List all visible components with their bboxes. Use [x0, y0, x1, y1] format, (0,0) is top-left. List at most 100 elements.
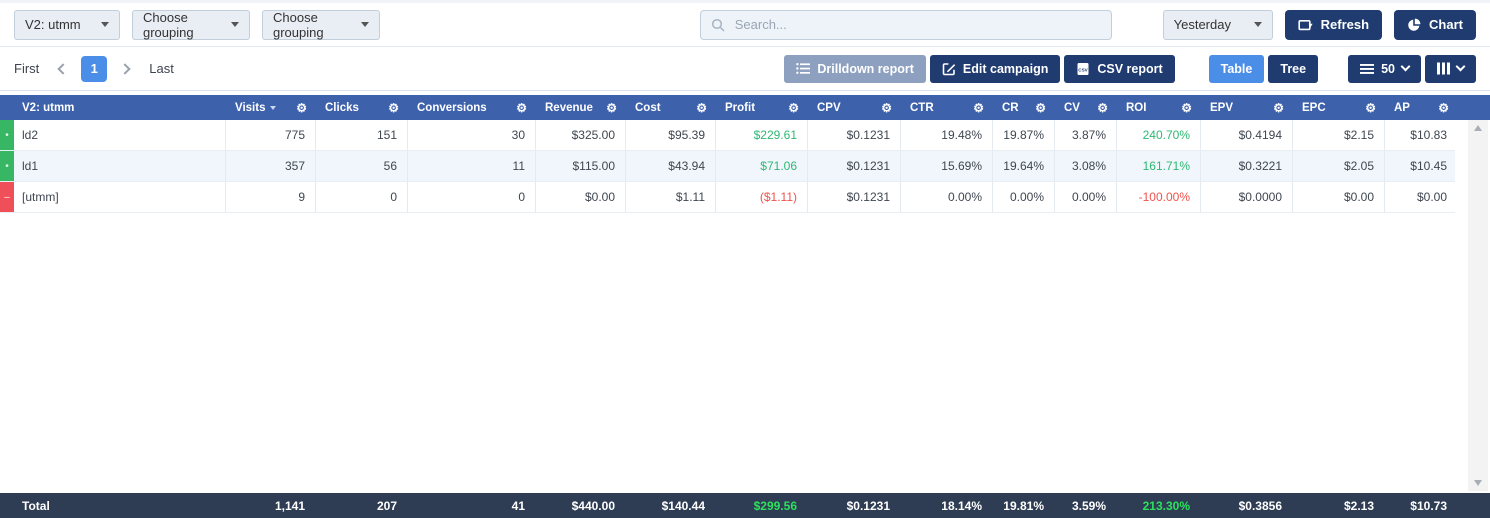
column-header-ctr[interactable]: CTR ⚙ [900, 95, 992, 120]
drilldown-report-button[interactable]: Drilldown report [784, 54, 926, 83]
tree-view-label: Tree [1280, 61, 1307, 76]
gear-icon[interactable]: ⚙ [606, 100, 617, 115]
table-row[interactable]: • ld1 357 56 11 $115.00 $43.94 $71.06 $0.1231 15.… [0, 151, 1455, 182]
gear-icon[interactable]: ⚙ [1097, 100, 1108, 115]
row-cell: $0.00 [535, 182, 625, 212]
table-row[interactable]: – [utmm] 9 0 0 $0.00 $1.11 ($1.11) $0.1231 0.00% 0… [0, 182, 1455, 213]
row-cell: 0.00% [992, 182, 1054, 212]
row-cell: 9 [225, 182, 315, 212]
grouping-select-2[interactable]: Choose grouping [132, 9, 250, 40]
row-cell: $95.39 [625, 120, 715, 150]
column-header-conversions[interactable]: Conversions ⚙ [407, 95, 535, 120]
column-header-ap[interactable]: AP ⚙ [1384, 95, 1457, 120]
drilldown-report-label: Drilldown report [817, 61, 914, 76]
column-header-label: EPV [1210, 101, 1234, 114]
row-cell: $43.94 [625, 151, 715, 181]
gear-icon[interactable]: ⚙ [1035, 100, 1046, 115]
scroll-down-arrow-icon[interactable] [1474, 480, 1482, 486]
chevron-right-icon[interactable] [119, 62, 131, 75]
gear-icon[interactable]: ⚙ [388, 100, 399, 115]
row-cell: 11 [407, 151, 535, 181]
refresh-button[interactable]: Refresh [1284, 9, 1383, 40]
gear-icon[interactable]: ⚙ [881, 100, 892, 115]
row-name: ld1 [22, 159, 39, 173]
report-actions: Drilldown report Edit campaign CSV CSV r… [784, 54, 1476, 83]
column-header-label: Conversions [417, 101, 487, 114]
scroll-up-arrow-icon[interactable] [1474, 125, 1482, 131]
gear-icon[interactable]: ⚙ [696, 100, 707, 115]
row-cell: 0.00% [900, 182, 992, 212]
columns-select[interactable] [1425, 54, 1476, 83]
row-name: ld2 [22, 128, 39, 142]
column-header-label: Clicks [325, 101, 359, 114]
gear-icon[interactable]: ⚙ [973, 100, 984, 115]
toolbar: V2: utmm Choose grouping Choose grouping… [0, 3, 1490, 47]
chart-button[interactable]: Chart [1394, 9, 1476, 40]
row-cell: $115.00 [535, 151, 625, 181]
row-cell: 151 [315, 120, 407, 150]
column-header-revenue[interactable]: Revenue ⚙ [535, 95, 625, 120]
csv-report-button[interactable]: CSV CSV report [1064, 54, 1175, 83]
row-name-cell: • ld1 [0, 151, 225, 181]
page-size-value: 50 [1381, 61, 1395, 76]
column-header-roi[interactable]: ROI ⚙ [1116, 95, 1200, 120]
chevron-left-icon[interactable] [57, 62, 69, 75]
row-cell: $325.00 [535, 120, 625, 150]
grouping-select-1[interactable]: V2: utmm [14, 9, 120, 40]
total-cell: 19.81% [1003, 498, 1044, 513]
column-header-cpv[interactable]: CPV ⚙ [807, 95, 900, 120]
column-header-epv[interactable]: EPV ⚙ [1200, 95, 1292, 120]
gear-icon[interactable]: ⚙ [296, 100, 307, 115]
column-header-label-group: CV [1064, 102, 1080, 114]
column-header-name[interactable]: V2: utmm [0, 95, 225, 120]
gear-icon[interactable]: ⚙ [1181, 100, 1192, 115]
column-header-label: EPC [1302, 101, 1326, 114]
row-cell: 161.71% [1116, 151, 1200, 181]
view-toggle-tree[interactable]: Tree [1268, 54, 1319, 83]
column-header-epc[interactable]: EPC ⚙ [1292, 95, 1384, 120]
column-header-label: CPV [817, 101, 841, 114]
caret-down-icon [1253, 22, 1262, 27]
total-cell: 41 [511, 498, 525, 513]
edit-campaign-button[interactable]: Edit campaign [929, 54, 1061, 83]
gear-icon[interactable]: ⚙ [1438, 100, 1449, 115]
gear-icon[interactable]: ⚙ [1365, 100, 1376, 115]
grouping-select-3[interactable]: Choose grouping [262, 9, 380, 40]
column-header-clicks[interactable]: Clicks ⚙ [315, 95, 407, 120]
pagination-first[interactable]: First [14, 61, 40, 76]
row-cell: $2.15 [1292, 120, 1384, 150]
search-input[interactable] [732, 16, 1101, 33]
gear-icon[interactable]: ⚙ [788, 100, 799, 115]
row-cell: 19.48% [900, 120, 992, 150]
row-cell: 19.87% [992, 120, 1054, 150]
total-cell: $0.1231 [846, 498, 890, 513]
csv-report-label: CSV report [1097, 61, 1163, 76]
vertical-scrollbar[interactable] [1468, 120, 1488, 491]
column-header-profit[interactable]: Profit ⚙ [715, 95, 807, 120]
row-name-cell: • ld2 [0, 120, 225, 150]
pie-chart-icon [1408, 18, 1421, 31]
row-cell: 240.70% [1116, 120, 1200, 150]
column-header-cost[interactable]: Cost ⚙ [625, 95, 715, 120]
row-cell: $0.00 [1292, 182, 1384, 212]
view-toggle-table[interactable]: Table [1208, 54, 1265, 83]
row-cell: $0.4194 [1200, 120, 1292, 150]
total-cell: 1,141 [274, 498, 305, 513]
edit-campaign-label: Edit campaign [962, 61, 1049, 76]
page-size-select[interactable]: 50 [1348, 54, 1421, 83]
column-header-visits[interactable]: Visits ⚙ [225, 95, 315, 120]
pagination-current-page[interactable]: 1 [81, 55, 108, 82]
pagination-last[interactable]: Last [149, 61, 174, 76]
column-header-label-group: EPC [1302, 102, 1326, 114]
column-header-cr[interactable]: CR ⚙ [992, 95, 1054, 120]
svg-text:CSV: CSV [1079, 67, 1089, 72]
gear-icon[interactable]: ⚙ [1273, 100, 1284, 115]
date-range-select[interactable]: Yesterday [1162, 9, 1273, 40]
gear-icon[interactable]: ⚙ [516, 100, 527, 115]
column-header-label: Visits [235, 101, 266, 114]
column-header-label-group: EPV [1210, 102, 1233, 114]
table-row[interactable]: • ld2 775 151 30 $325.00 $95.39 $229.61 $0.1231 1… [0, 120, 1455, 151]
total-row: Total 1,141 207 41 $440.00 $140.44 $299.56 $0.1… [0, 493, 1490, 518]
column-header-label-group: CR [1002, 102, 1019, 114]
column-header-cv[interactable]: CV ⚙ [1054, 95, 1116, 120]
